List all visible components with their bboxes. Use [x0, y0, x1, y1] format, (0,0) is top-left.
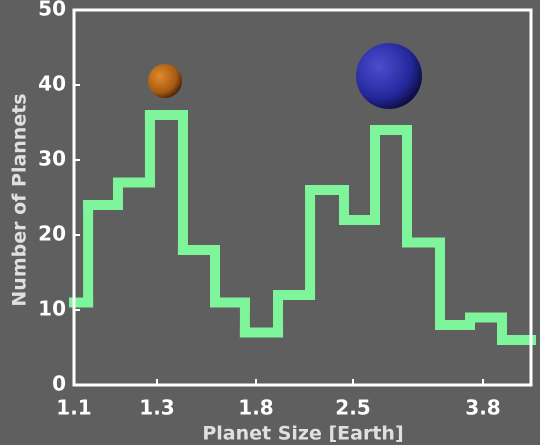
y-tick-label: 50 [38, 0, 66, 21]
planet-icon [148, 64, 182, 98]
x-tick-label: 2.5 [335, 396, 370, 420]
x-axis-title: Planet Size [Earth] [202, 423, 403, 445]
y-axis-title: Number of Plannets [9, 93, 31, 306]
y-tick-label: 40 [38, 72, 66, 96]
y-tick-label: 0 [52, 372, 66, 396]
y-tick-label: 20 [38, 222, 66, 246]
x-tick-label: 3.8 [465, 396, 500, 420]
x-tick-label: 1.8 [238, 396, 273, 420]
y-tick-label: 10 [38, 297, 66, 321]
y-tick-label: 30 [38, 147, 66, 171]
x-tick-label: 1.1 [56, 396, 91, 420]
x-tick-label: 1.3 [139, 396, 174, 420]
planet-icon [356, 43, 422, 109]
plot-frame [72, 8, 533, 387]
